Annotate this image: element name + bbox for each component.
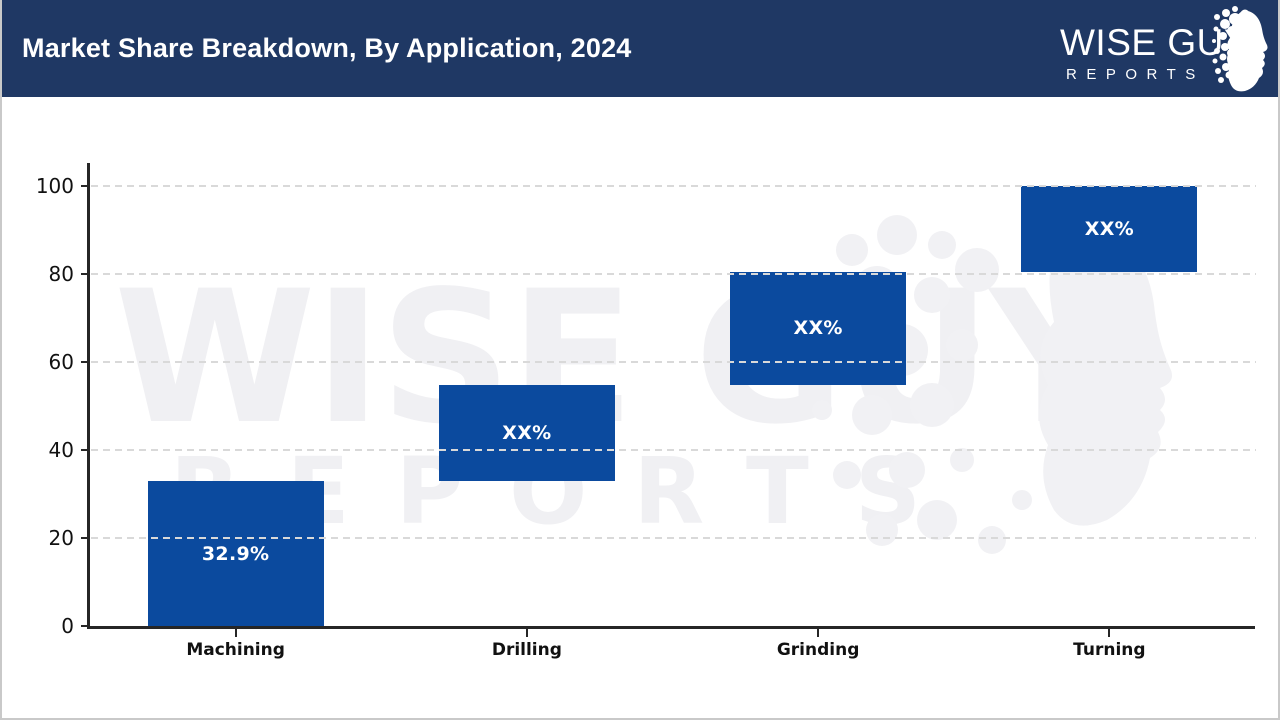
y-tick-label-0: 0 xyxy=(61,614,74,638)
y-tick xyxy=(81,449,89,451)
y-tick-label-20: 20 xyxy=(48,526,74,550)
bar-value-label: 32.9% xyxy=(201,542,270,565)
wiseguy-logo: WISE GUY REPORTS xyxy=(1060,5,1268,91)
bar-turning: XX% xyxy=(1021,186,1198,272)
y-tick xyxy=(81,185,89,187)
y-tick-label-60: 60 xyxy=(48,350,74,374)
bar-grinding: XX% xyxy=(730,271,907,385)
y-tick xyxy=(81,625,89,627)
bar-value-label: XX% xyxy=(1084,217,1134,240)
bar-drilling: XX% xyxy=(438,384,615,482)
gridline-20 xyxy=(91,537,1256,539)
bar-value-label: XX% xyxy=(502,422,552,445)
y-tick xyxy=(81,537,89,539)
category-label-machining: Machining xyxy=(186,640,285,660)
x-tick xyxy=(817,629,820,637)
bar-value-label: XX% xyxy=(793,317,843,340)
x-tick xyxy=(525,629,528,637)
logo-face-dots-icon xyxy=(1212,5,1268,91)
gridline-60 xyxy=(91,361,1256,363)
page-title: Market Share Breakdown, By Application, … xyxy=(22,33,632,63)
category-label-turning: Turning xyxy=(1073,640,1146,660)
category-label-drilling: Drilling xyxy=(491,640,562,660)
y-tick-label-40: 40 xyxy=(48,438,74,462)
y-tick xyxy=(81,273,89,275)
gridline-80 xyxy=(91,273,1256,275)
bar-machining: 32.9% xyxy=(147,481,324,626)
header-bar: Market Share Breakdown, By Application, … xyxy=(2,0,1278,97)
watermark-face-profile xyxy=(1039,228,1173,526)
category-label-grinding: Grinding xyxy=(776,640,860,660)
x-tick xyxy=(234,629,237,637)
x-axis-spine xyxy=(87,626,1255,629)
gridline-40 xyxy=(91,449,1256,451)
y-tick-label-80: 80 xyxy=(48,262,74,286)
logo-face-profile xyxy=(1227,10,1268,91)
gridline-100 xyxy=(91,185,1256,187)
logo-subtitle: REPORTS xyxy=(1066,66,1205,83)
y-axis-spine xyxy=(87,163,90,629)
y-tick-label-100: 100 xyxy=(35,174,74,198)
x-tick xyxy=(1108,629,1111,637)
y-tick xyxy=(81,361,89,363)
